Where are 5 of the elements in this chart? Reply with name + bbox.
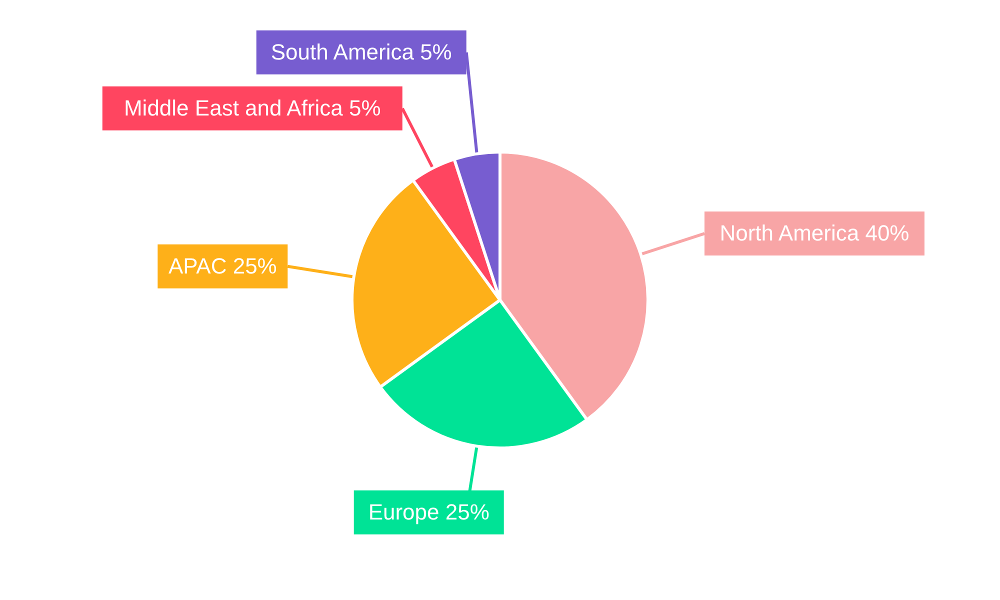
slice-label: North America 40% [720,220,910,246]
slice-label: APAC 25% [168,253,277,278]
slice-label: Europe 25% [368,499,490,524]
slice-label: Middle East and Africa 5% [124,95,381,120]
slice-label: South America 5% [270,39,452,64]
